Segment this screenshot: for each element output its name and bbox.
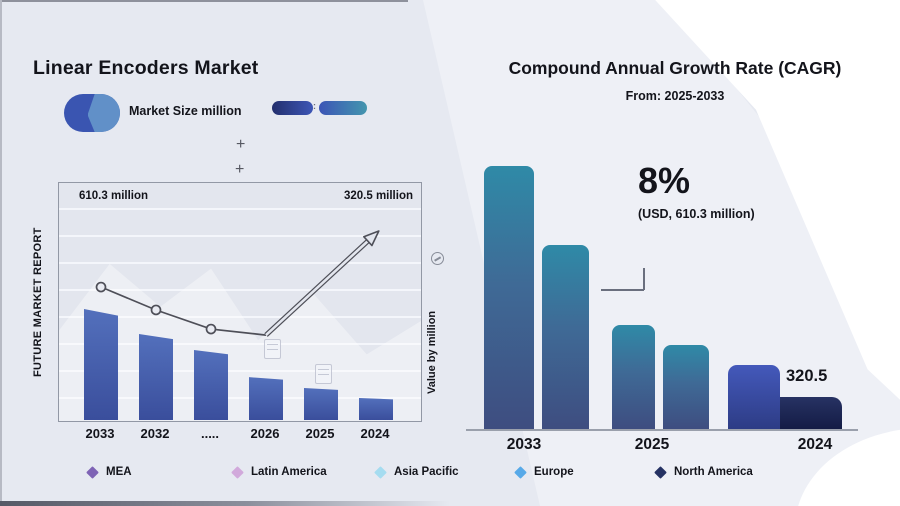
- callout-line: [643, 268, 645, 290]
- legend-item-latin-america: Latin America: [231, 465, 327, 479]
- ratio-pill-left-icon: [272, 101, 313, 115]
- cagr-bar-2033: [542, 245, 589, 429]
- x-label-2025: 2025: [305, 426, 335, 441]
- plus-mark-icon: +: [236, 136, 246, 153]
- cagr-bar-2025: [612, 325, 655, 429]
- trend-arrow-icon: [95, 230, 380, 337]
- cagr-detail: (USD, 610.3 million): [638, 207, 755, 221]
- database-icon: [64, 94, 120, 132]
- frame-top-line: [0, 0, 408, 2]
- cagr-bar-2033: [484, 166, 534, 429]
- x-axis-line: [466, 429, 858, 431]
- x-label-2032: 2032: [140, 426, 170, 441]
- cagr-bar-2024: [728, 364, 780, 429]
- mea-diamond-icon: [86, 465, 99, 479]
- frame-bottom-line: [0, 501, 450, 506]
- cagr-title: Compound Annual Growth Rate (CAGR): [508, 58, 842, 78]
- database-icon-facet: [87, 94, 120, 132]
- latin-america-diamond-icon: [231, 465, 244, 479]
- market-size-bar: [304, 388, 338, 420]
- document-watermark-icon: [315, 364, 332, 384]
- market-size-bar: [249, 377, 283, 420]
- legend-label: Asia Pacific: [394, 466, 459, 478]
- market-size-bar: [139, 334, 173, 420]
- market-size-label: Market Size million: [129, 104, 242, 118]
- legend-label: North America: [674, 466, 753, 478]
- value-axis-label: Value by million: [426, 310, 438, 394]
- left-chart-title: Linear Encoders Market: [33, 57, 259, 79]
- north-america-diamond-icon: [654, 465, 667, 479]
- value-label-2024: 320.5: [786, 367, 828, 385]
- cagr-bar-2024: [780, 397, 842, 429]
- cagr-subtitle: From: 2025-2033: [625, 89, 725, 103]
- callout-line: [601, 289, 644, 291]
- x-label-dots: .....: [200, 426, 220, 441]
- document-watermark-icon: [264, 339, 281, 359]
- x-label-2024: 2024: [360, 426, 390, 441]
- cagr-chart: 8% (USD, 610.3 million) 320.5: [466, 160, 860, 431]
- market-size-bar: [359, 398, 393, 420]
- legend-item-north-america: North America: [654, 465, 753, 479]
- europe-diamond-icon: [514, 465, 527, 479]
- market-size-bar: [194, 350, 228, 420]
- cagr-bar-2025: [663, 345, 709, 429]
- market-size-chart-panel: 610.3 million 320.5 million: [58, 182, 422, 422]
- plus-mark-icon: +: [235, 161, 245, 178]
- end-value-annotation: 320.5 million: [343, 190, 413, 202]
- legend-item-europe: Europe: [514, 465, 574, 479]
- cagr-value: 8%: [638, 160, 691, 201]
- x-label-2026: 2026: [250, 426, 280, 441]
- ratio-colon: :: [313, 101, 316, 111]
- legend-item-asia-pacific: Asia Pacific: [374, 465, 459, 479]
- legend-item-mea: MEA: [86, 465, 132, 479]
- minus-circle-icon: [431, 252, 444, 265]
- legend-label: MEA: [106, 466, 132, 478]
- start-value-annotation: 610.3 million: [79, 190, 149, 202]
- x-label-2033: 2033: [85, 426, 115, 441]
- ratio-pill-right-icon: [319, 101, 367, 115]
- frame-left-line: [0, 0, 2, 506]
- future-market-report-watermark: FUTURE MARKET REPORT: [32, 227, 44, 377]
- legend-label: Europe: [534, 466, 574, 478]
- market-size-bar: [84, 309, 118, 420]
- x-label-2024: 2024: [797, 436, 833, 453]
- asia-pacific-diamond-icon: [374, 465, 387, 479]
- legend-label: Latin America: [251, 466, 327, 478]
- market-size-bars: [59, 183, 421, 421]
- x-label-2033: 2033: [506, 436, 542, 453]
- x-label-2025: 2025: [634, 436, 670, 453]
